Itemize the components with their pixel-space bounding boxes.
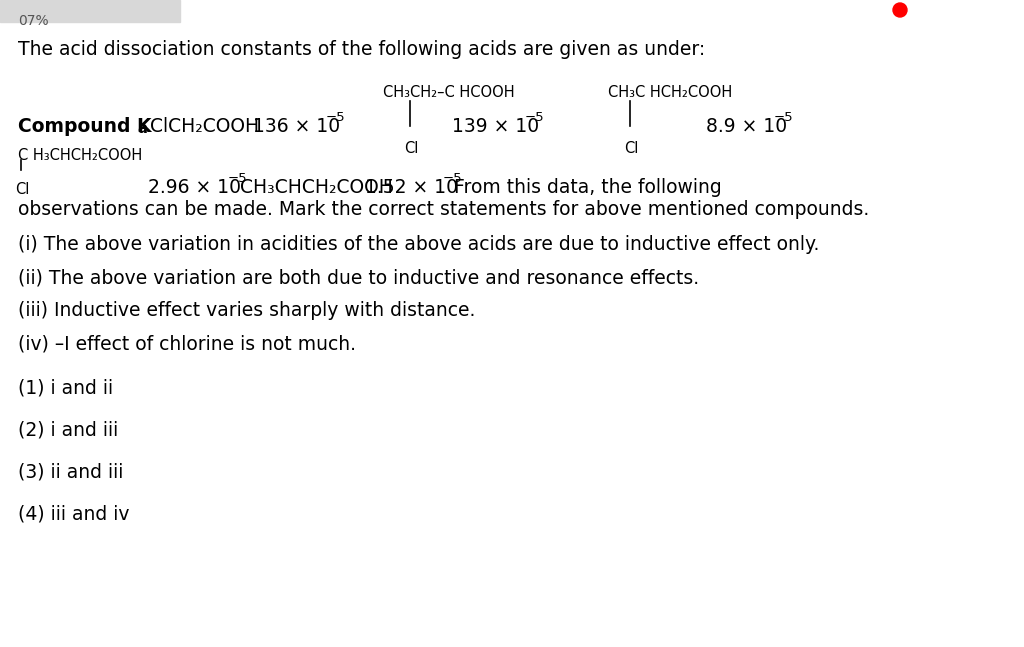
- Text: 07%: 07%: [18, 14, 48, 28]
- Text: −5: −5: [443, 172, 463, 185]
- Text: −5: −5: [228, 172, 248, 185]
- Text: observations can be made. Mark the correct statements for above mentioned compou: observations can be made. Mark the corre…: [18, 200, 869, 219]
- Text: (iv) –I effect of chlorine is not much.: (iv) –I effect of chlorine is not much.: [18, 334, 356, 353]
- Text: (iii) Inductive effect varies sharply with distance.: (iii) Inductive effect varies sharply wi…: [18, 301, 475, 320]
- Text: (3) ii and iii: (3) ii and iii: [18, 462, 123, 481]
- Text: 1.52 × 10: 1.52 × 10: [365, 178, 458, 197]
- Text: 8.9 × 10: 8.9 × 10: [706, 117, 787, 136]
- Text: (2) i and iii: (2) i and iii: [18, 420, 118, 439]
- Text: Compound K: Compound K: [18, 117, 152, 136]
- Text: From this data, the following: From this data, the following: [454, 178, 722, 197]
- Bar: [0, 0, 180, 22]
- Text: a: a: [137, 121, 146, 136]
- Text: CH₃CH₂–C HCOOH: CH₃CH₂–C HCOOH: [383, 85, 515, 100]
- Text: The acid dissociation constants of the following acids are given as under:: The acid dissociation constants of the f…: [18, 40, 706, 59]
- Text: (ii) The above variation are both due to inductive and resonance effects.: (ii) The above variation are both due to…: [18, 268, 699, 287]
- Text: Cl: Cl: [15, 182, 30, 197]
- Text: CH₃C HCH₂COOH: CH₃C HCH₂COOH: [608, 85, 732, 100]
- Text: −5: −5: [326, 111, 346, 124]
- Text: Cl: Cl: [404, 141, 419, 156]
- Text: 2.96 × 10: 2.96 × 10: [148, 178, 241, 197]
- Text: (4) iii and iv: (4) iii and iv: [18, 504, 129, 523]
- Text: −5: −5: [774, 111, 794, 124]
- Text: ClCH₂COOH: ClCH₂COOH: [150, 117, 259, 136]
- Text: (1) i and ii: (1) i and ii: [18, 378, 113, 397]
- Circle shape: [893, 3, 907, 17]
- Text: C H₃CHCH₂COOH: C H₃CHCH₂COOH: [18, 148, 142, 163]
- Text: CH₃CHCH₂COOH: CH₃CHCH₂COOH: [240, 178, 393, 197]
- Text: Cl: Cl: [624, 141, 638, 156]
- Text: 136 × 10: 136 × 10: [253, 117, 340, 136]
- Text: (i) The above variation in acidities of the above acids are due to inductive eff: (i) The above variation in acidities of …: [18, 235, 819, 254]
- Text: 139 × 10: 139 × 10: [452, 117, 539, 136]
- Text: −5: −5: [525, 111, 545, 124]
